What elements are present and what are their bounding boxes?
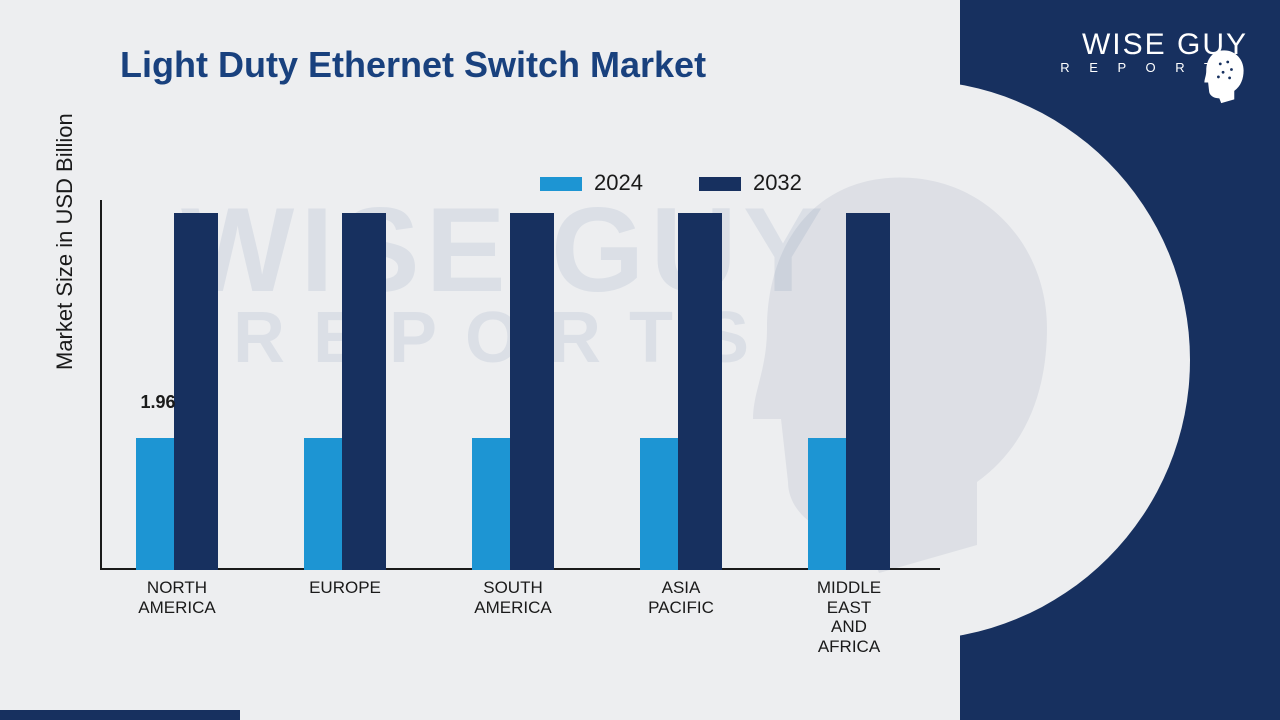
- y-axis-label: Market Size in USD Billion: [52, 113, 78, 370]
- legend-label: 2032: [753, 170, 802, 195]
- plot-area: 1.96: [100, 200, 940, 570]
- y-axis-line: [100, 200, 102, 570]
- bar: [678, 213, 722, 570]
- value-label: 1.96: [140, 392, 175, 413]
- legend-item: 2024: [540, 170, 643, 196]
- x-axis-category-label: ASIAPACIFIC: [621, 578, 741, 617]
- chart-title: Light Duty Ethernet Switch Market: [120, 44, 706, 86]
- chart-canvas: WISE GUY R E P O R T S Light Duty Ethern…: [0, 0, 1280, 720]
- legend-swatch: [540, 177, 582, 191]
- x-axis-category-label: SOUTHAMERICA: [453, 578, 573, 617]
- bar: [174, 213, 218, 570]
- bar: [846, 213, 890, 570]
- bar: [510, 213, 554, 570]
- brand-logo: WISE GUY R E P O R T S: [1060, 28, 1248, 75]
- x-axis-category-label: MIDDLEEASTANDAFRICA: [789, 578, 909, 656]
- legend-swatch: [699, 177, 741, 191]
- x-axis-category-label: NORTHAMERICA: [117, 578, 237, 617]
- footer-accent-bar: [0, 710, 240, 720]
- legend-item: 2032: [699, 170, 802, 196]
- chart-legend: 2024 2032: [540, 170, 802, 196]
- head-icon: [1196, 48, 1252, 104]
- x-axis-category-label: EUROPE: [285, 578, 405, 598]
- bar: [342, 213, 386, 570]
- legend-label: 2024: [594, 170, 643, 195]
